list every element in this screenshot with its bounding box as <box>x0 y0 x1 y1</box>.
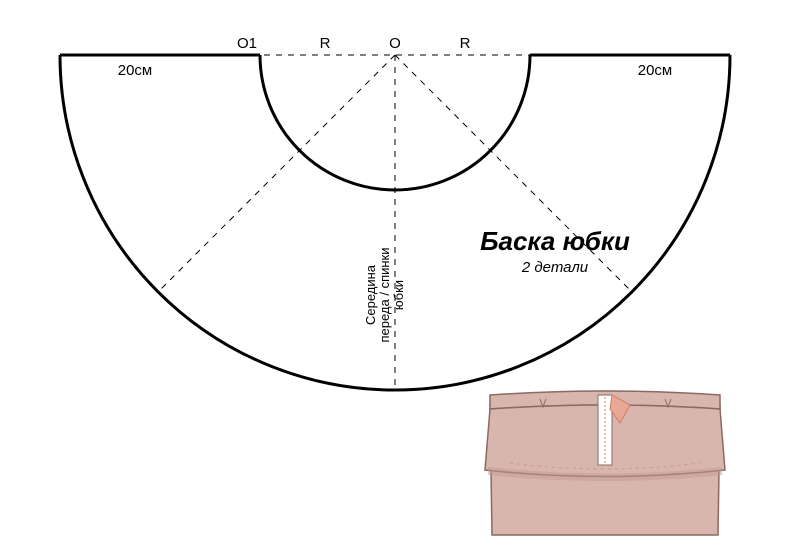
svg-text:переда / спинки: переда / спинки <box>377 247 392 342</box>
label-R-right: R <box>460 35 471 52</box>
svg-text:юбки: юбки <box>391 280 406 310</box>
label-O: О <box>389 35 401 52</box>
svg-text:Середина: Середина <box>363 264 378 325</box>
skirt-illustration <box>485 391 725 535</box>
pattern-subtitle: 2 детали <box>521 259 589 276</box>
label-measure-right: 20см <box>638 62 673 79</box>
pattern-title: Баска юбки <box>480 226 630 256</box>
pattern-diagram: О О1 R R 20см 20см Баска юбки 2 детали С… <box>0 0 800 550</box>
label-O1: О1 <box>237 35 257 52</box>
label-R-left: R <box>320 35 331 52</box>
construction-lines <box>60 55 730 390</box>
center-label: Середина переда / спинки юбки <box>363 247 406 342</box>
label-measure-left: 20см <box>118 62 153 79</box>
